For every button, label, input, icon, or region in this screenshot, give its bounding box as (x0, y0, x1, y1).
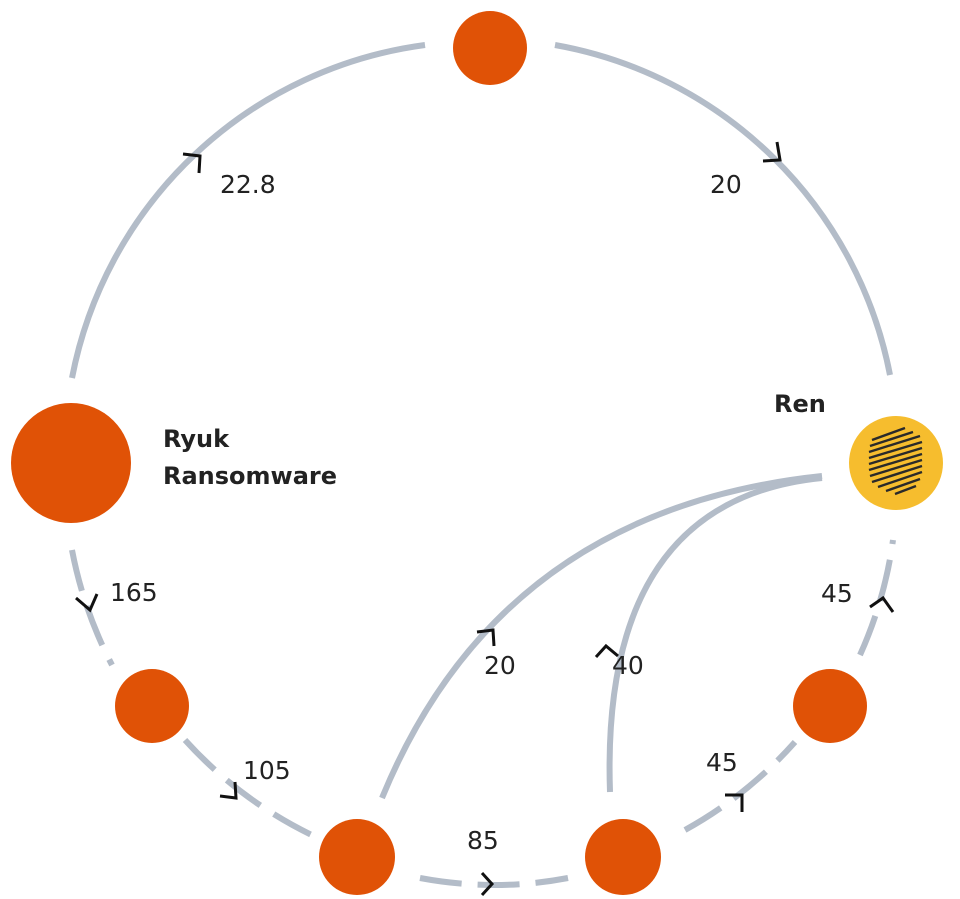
arrowhead (594, 643, 619, 659)
arrowhead (476, 628, 496, 647)
edge (419, 875, 569, 888)
ren-node (849, 416, 943, 510)
edge-label: 45 (706, 748, 738, 777)
node (453, 11, 527, 85)
node (11, 403, 131, 523)
node-label: Ren (774, 390, 826, 418)
edge (379, 473, 823, 800)
edge (857, 539, 896, 657)
node (585, 819, 661, 895)
edge-label: 22.8 (220, 170, 276, 199)
edge-label: 20 (710, 170, 742, 199)
edge-label: 20 (484, 651, 516, 680)
arrowhead (75, 593, 99, 613)
edge (606, 475, 823, 793)
node (115, 669, 189, 743)
node (319, 819, 395, 895)
arrowhead (480, 871, 495, 897)
edge (182, 737, 320, 841)
edge-label: 105 (243, 756, 291, 785)
arrowhead (762, 141, 782, 163)
arrowhead (182, 152, 202, 174)
edge-label: 40 (612, 651, 644, 680)
arrowhead (725, 793, 744, 812)
arrowhead (219, 781, 238, 800)
edge-label: 85 (467, 826, 499, 855)
edge (554, 42, 893, 376)
edge-label: 165 (110, 578, 158, 607)
edge-label: 45 (821, 579, 853, 608)
node-label: Ryuk (163, 425, 230, 453)
ren-icon (868, 426, 923, 496)
node (793, 669, 867, 743)
edge (683, 740, 798, 833)
edge (69, 42, 426, 379)
arrowhead (869, 595, 895, 613)
node-label: Ransomware (163, 462, 337, 490)
